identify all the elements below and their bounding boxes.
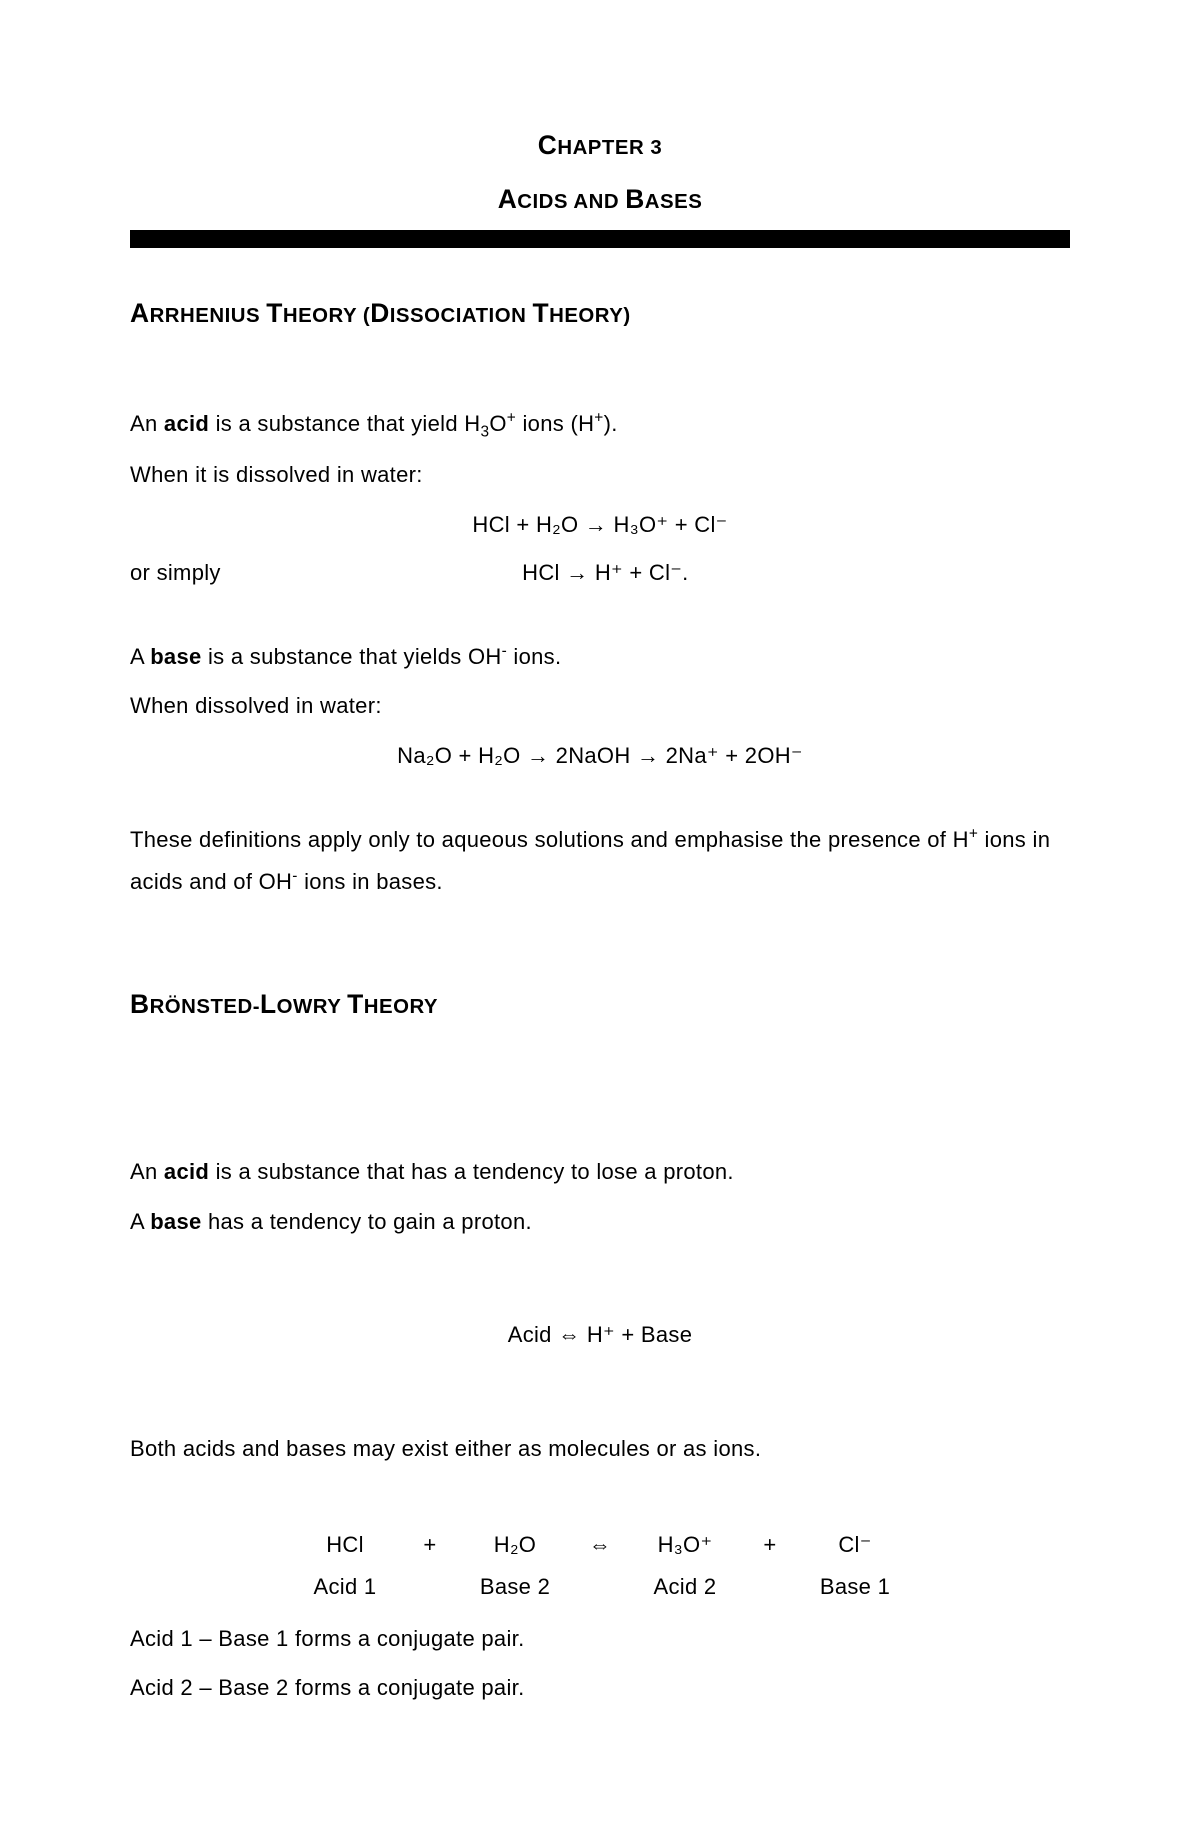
conjugate-note-2: Acid 2 – Base 2 forms a conjugate pair. (130, 1667, 1070, 1709)
spacer (130, 783, 1070, 811)
spacer (130, 1362, 1070, 1420)
spacer (130, 911, 1070, 939)
conjugate-equation-row: HCl + H₂O ⇔ H₃O⁺ + Cl⁻ (130, 1524, 1070, 1566)
dissolved-water-line: When it is dissolved in water: (130, 454, 1070, 496)
chapter-label-cap: C (538, 130, 558, 160)
equation-na2o: Na₂O + H₂O → 2NaOH → 2Na⁺ + 2OH⁻ (130, 735, 1070, 777)
chapter-title-rest2: ASES (645, 191, 703, 213)
equation-hcl-simple: HCl → H⁺ + Cl⁻. (141, 552, 1070, 594)
base-bold-2: base (150, 1209, 201, 1234)
acid-definition-bronsted: An acid is a substance that has a tenden… (130, 1151, 1070, 1193)
conj-cell-darrow: ⇔ (570, 1524, 630, 1566)
spacer (130, 1057, 1070, 1115)
base-bold: base (150, 644, 201, 669)
base-definition-bronsted: A base has a tendency to gain a proton. (130, 1201, 1070, 1243)
acid-bold: acid (164, 411, 209, 436)
chapter-label: CHAPTER 3 (130, 120, 1070, 170)
document-page: CHAPTER 3 ACIDS AND BASES ARRHENIUS THEO… (0, 0, 1200, 1837)
arrhenius-summary: These definitions apply only to aqueous … (130, 819, 1070, 903)
conj-label-acid1: Acid 1 (290, 1566, 400, 1608)
conj-cell-h2o: H₂O (460, 1524, 570, 1566)
chapter-title-rest1: CIDS AND (517, 191, 625, 213)
equation-hcl-h2o: HCl + H₂O → H₃O⁺ + Cl⁻ (130, 504, 1070, 546)
section-heading-bronsted: BRÖNSTED-LOWRY THEORY (130, 979, 1070, 1029)
spacer (130, 600, 1070, 628)
conj-cell-plus1: + (400, 1524, 460, 1566)
chapter-label-rest: HAPTER 3 (557, 137, 662, 159)
chapter-title-cap1: A (498, 184, 518, 214)
equation-general-acid-base: Acid ⇔ H⁺ + Base (130, 1314, 1070, 1356)
chapter-title: ACIDS AND BASES (130, 174, 1070, 224)
title-underline-bar (130, 230, 1070, 248)
conj-cell-cl: Cl⁻ (800, 1524, 910, 1566)
both-exist-line: Both acids and bases may exist either as… (130, 1428, 1070, 1470)
spacer (130, 1478, 1070, 1506)
conjugate-note-1: Acid 1 – Base 1 forms a conjugate pair. (130, 1618, 1070, 1660)
section-heading-arrhenius: ARRHENIUS THEORY (DISSOCIATION THEORY) (130, 288, 1070, 338)
conj-label-base2: Base 2 (460, 1566, 570, 1608)
conj-cell-h3o: H₃O⁺ (630, 1524, 740, 1566)
chapter-title-cap2: B (625, 184, 645, 214)
conjugate-label-row: Acid 1 Base 2 Acid 2 Base 1 (130, 1566, 1070, 1608)
acid-bold-2: acid (164, 1159, 209, 1184)
spacer (130, 1250, 1070, 1308)
conj-cell-plus2: + (740, 1524, 800, 1566)
conj-label-base1: Base 1 (800, 1566, 910, 1608)
base-dissolved-line: When dissolved in water: (130, 685, 1070, 727)
acid-definition-arrhenius: An acid is a substance that yield H3O+ i… (130, 403, 1070, 447)
conj-label-acid2: Acid 2 (630, 1566, 740, 1608)
base-definition-arrhenius: A base is a substance that yields OH- io… (130, 636, 1070, 678)
equation-hcl-simple-row: or simply HCl → H⁺ + Cl⁻. (130, 552, 1070, 594)
spacer (130, 367, 1070, 395)
conjugate-pair-table: HCl + H₂O ⇔ H₃O⁺ + Cl⁻ Acid 1 Base 2 Aci… (130, 1524, 1070, 1608)
conj-cell-hcl: HCl (290, 1524, 400, 1566)
spacer (130, 1115, 1070, 1143)
